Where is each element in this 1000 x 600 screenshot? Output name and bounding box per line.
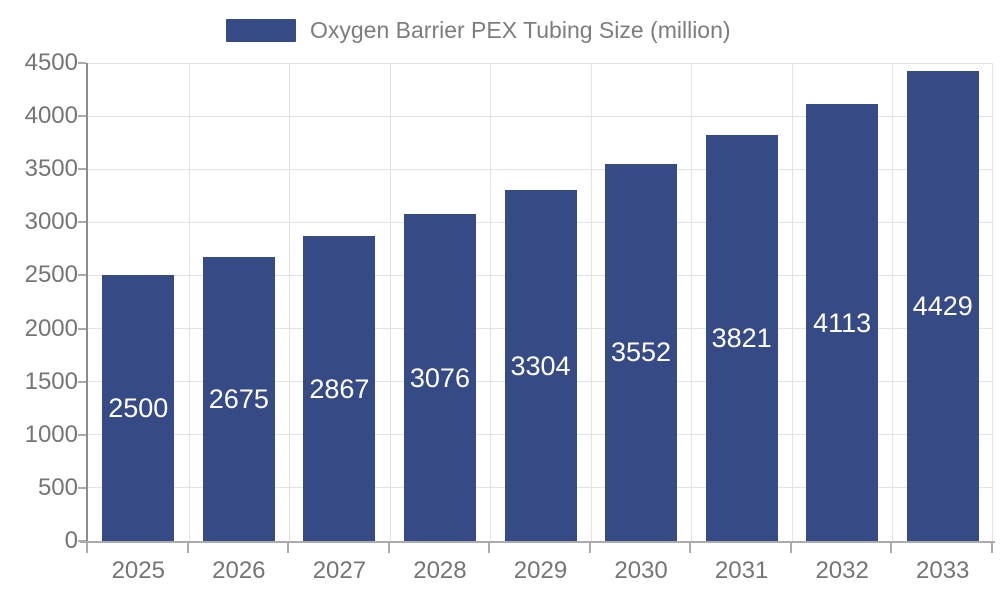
bar-2027 bbox=[303, 236, 376, 541]
x-axis-tick-label: 2033 bbox=[916, 557, 970, 584]
bar-2025 bbox=[102, 275, 175, 541]
y-axis-tick-label: 2500 bbox=[24, 261, 78, 289]
y-axis-tick-label: 0 bbox=[64, 527, 78, 554]
y-axis-tick-label: 3000 bbox=[24, 208, 78, 236]
y-axis-tick-mark bbox=[78, 168, 86, 171]
y-axis-tick-mark bbox=[78, 540, 86, 542]
y-axis-line bbox=[86, 63, 88, 543]
bar-value-label: 3304 bbox=[510, 350, 571, 381]
y-axis-tick-label: 1000 bbox=[24, 420, 78, 448]
x-axis-tick-label: 2031 bbox=[714, 557, 769, 584]
x-axis-tick-mark bbox=[186, 543, 189, 553]
legend-label: Oxygen Barrier PEX Tubing Size (million) bbox=[310, 17, 731, 43]
v-gridline bbox=[892, 63, 894, 541]
x-axis-tick-label: 2029 bbox=[513, 557, 568, 584]
v-gridline bbox=[188, 63, 190, 541]
y-axis-tick-label: 4000 bbox=[24, 102, 78, 130]
y-axis-tick-mark bbox=[78, 327, 86, 330]
x-axis-tick-mark bbox=[86, 543, 88, 553]
bar-2033 bbox=[906, 70, 979, 541]
bar-2032 bbox=[806, 104, 879, 541]
bar-2030 bbox=[605, 163, 678, 541]
x-axis-tick-mark bbox=[890, 543, 893, 553]
y-axis-tick-mark bbox=[78, 274, 86, 277]
y-axis-tick-mark bbox=[78, 380, 86, 383]
x-axis-tick-mark bbox=[588, 543, 591, 553]
x-axis-tick-mark bbox=[387, 543, 390, 553]
x-axis-tick-label: 2025 bbox=[111, 557, 165, 584]
x-axis-tick-mark bbox=[287, 543, 290, 553]
x-axis-tick-mark bbox=[488, 543, 491, 553]
y-axis-tick-label: 3500 bbox=[24, 155, 78, 183]
v-gridline bbox=[490, 63, 492, 541]
x-axis-tick-label: 2032 bbox=[815, 557, 869, 584]
y-axis-tick-label: 4500 bbox=[24, 49, 78, 76]
v-gridline bbox=[389, 63, 391, 541]
x-axis-tick-label: 2026 bbox=[212, 557, 266, 584]
x-axis-tick-label: 2028 bbox=[413, 557, 467, 584]
v-gridline bbox=[289, 63, 291, 541]
bar-2028 bbox=[403, 214, 476, 541]
y-axis-tick-mark bbox=[78, 62, 86, 64]
v-gridline bbox=[992, 63, 993, 541]
bar-2031 bbox=[705, 135, 778, 541]
y-axis-tick-mark bbox=[78, 221, 86, 224]
v-gridline bbox=[590, 63, 592, 541]
v-gridline bbox=[791, 63, 793, 541]
y-axis-tick-label: 1500 bbox=[24, 367, 78, 395]
legend-swatch bbox=[226, 19, 296, 42]
bar-value-label: 3552 bbox=[611, 337, 672, 368]
x-axis-tick-mark bbox=[689, 543, 692, 553]
plot-area: 2500 2675 2867 3076 3304 3552 3821 4113 4429 bbox=[88, 62, 993, 541]
bar-value-label: 2675 bbox=[208, 383, 269, 414]
y-axis-tick-mark bbox=[78, 486, 86, 489]
bar-value-label: 2500 bbox=[108, 393, 169, 424]
x-axis-tick-label: 2027 bbox=[312, 557, 367, 584]
bar-2026 bbox=[202, 256, 275, 541]
bar-value-label: 3076 bbox=[409, 362, 470, 393]
h-gridline bbox=[88, 168, 993, 170]
y-axis-tick-mark bbox=[78, 433, 86, 436]
y-axis-tick-label: 2000 bbox=[24, 314, 78, 342]
h-gridline bbox=[88, 62, 993, 64]
v-gridline bbox=[691, 63, 693, 541]
x-axis-tick-mark bbox=[991, 543, 993, 553]
y-axis-tick-mark bbox=[78, 115, 86, 118]
bar-value-label: 4429 bbox=[912, 290, 973, 321]
bar-value-label: 3821 bbox=[711, 323, 772, 354]
bar-2029 bbox=[504, 190, 577, 541]
h-gridline bbox=[88, 115, 993, 117]
y-axis-tick-label: 500 bbox=[37, 473, 78, 501]
x-axis-tick-label: 2030 bbox=[614, 557, 668, 584]
x-axis-tick-mark bbox=[789, 543, 792, 553]
bar-value-label: 4113 bbox=[813, 307, 872, 338]
x-axis-line bbox=[80, 541, 995, 543]
bar-value-label: 2867 bbox=[309, 373, 370, 404]
legend-item[interactable]: Oxygen Barrier PEX Tubing Size (million) bbox=[226, 17, 731, 44]
